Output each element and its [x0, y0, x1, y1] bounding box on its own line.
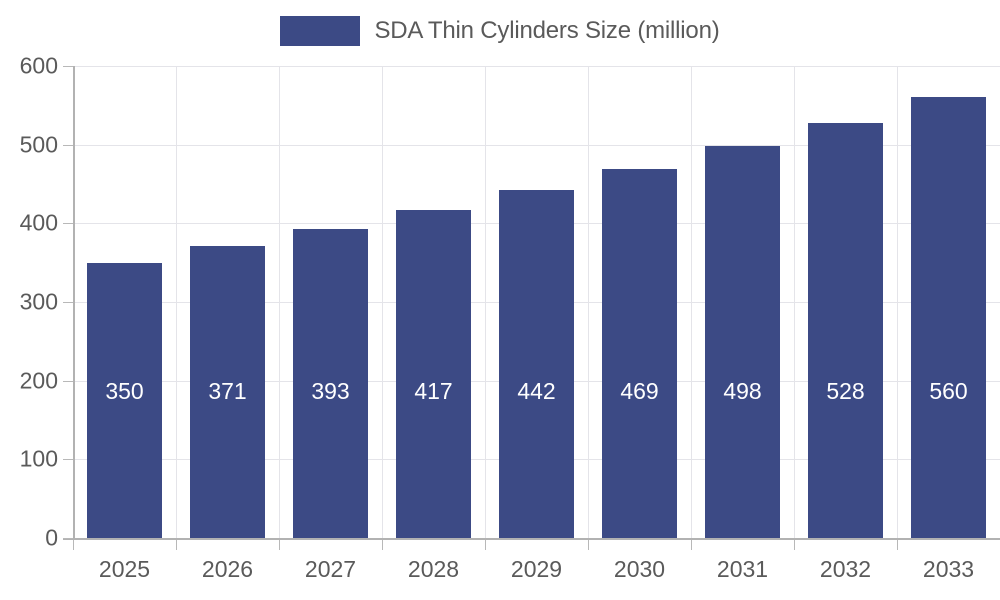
- x-axis-tick-mark: [176, 540, 177, 550]
- y-axis-tick-mark: [63, 66, 73, 67]
- bar-value-label: 350: [105, 378, 144, 404]
- bar-value-label: 417: [414, 378, 453, 404]
- gridline-vertical: [794, 66, 795, 538]
- x-axis-tick-mark: [897, 540, 898, 550]
- bar-value-label: 371: [208, 378, 247, 404]
- bar-2028[interactable]: 417: [396, 209, 471, 538]
- legend-color-swatch-icon: [280, 16, 361, 46]
- y-axis-tick-mark: [63, 380, 73, 382]
- x-axis-tick-label: 2025: [98, 556, 151, 582]
- bar-2025[interactable]: 350: [87, 262, 162, 538]
- y-axis-tick-mark: [63, 538, 73, 539]
- y-axis-tick-label: 600: [19, 52, 58, 79]
- bar-value-label: 393: [311, 378, 350, 404]
- y-axis-tick-mark: [63, 223, 73, 225]
- x-axis-tick-label: 2028: [407, 556, 460, 582]
- gridline-vertical: [897, 66, 898, 538]
- bar-2032[interactable]: 528: [808, 122, 883, 538]
- gridline-horizontal: [73, 66, 1000, 67]
- x-axis-tick-mark: [73, 540, 74, 550]
- y-axis-tick-mark: [63, 459, 73, 461]
- legend-item-sda-thin-cylinders[interactable]: SDA Thin Cylinders Size (million): [280, 16, 720, 46]
- gridline-vertical: [485, 66, 486, 538]
- y-axis-tick-label: 400: [19, 209, 58, 236]
- gridline-vertical: [176, 66, 177, 538]
- gridline-vertical: [382, 66, 383, 538]
- bar-2027[interactable]: 393: [293, 228, 368, 538]
- bar-2033[interactable]: 560: [911, 97, 986, 538]
- gridline-vertical: [691, 66, 692, 538]
- x-axis-tick-mark: [485, 540, 486, 550]
- bar-2029[interactable]: 442: [499, 190, 574, 538]
- y-axis-tick-label: 100: [19, 445, 58, 472]
- y-axis-line: [73, 66, 75, 539]
- gridline-horizontal: [73, 144, 1000, 146]
- plot-area: 350 371 393 417 442 469 498 528 560: [73, 66, 1000, 539]
- gridline-vertical: [279, 66, 280, 538]
- bar-value-label: 469: [620, 378, 659, 404]
- chart-legend: SDA Thin Cylinders Size (million): [0, 0, 1000, 62]
- bar-2030[interactable]: 469: [602, 169, 677, 538]
- bar-2026[interactable]: 371: [190, 246, 265, 538]
- x-axis-tick-mark: [691, 540, 692, 550]
- x-axis-tick-label: 2026: [201, 556, 254, 582]
- x-axis-line: [63, 538, 1000, 540]
- legend-item-label: SDA Thin Cylinders Size (million): [374, 17, 720, 44]
- x-axis-tick-label: 2033: [922, 556, 975, 582]
- x-axis-tick-label: 2032: [819, 556, 872, 582]
- bar-2031[interactable]: 498: [705, 146, 780, 538]
- bar-value-label: 442: [517, 378, 556, 404]
- y-axis-tick-label: 200: [19, 367, 58, 394]
- x-axis-tick-label: 2027: [304, 556, 357, 582]
- gridline-vertical: [588, 66, 589, 538]
- x-axis-tick-label: 2031: [716, 556, 769, 582]
- x-axis-tick-label: 2029: [510, 556, 563, 582]
- x-axis-tick-mark: [794, 540, 795, 550]
- y-axis-tick-label: 500: [19, 131, 58, 158]
- y-axis-tick-mark: [63, 302, 73, 303]
- x-axis-tick-label: 2030: [613, 556, 666, 582]
- y-axis-tick-mark: [63, 144, 73, 146]
- bar-value-label: 528: [826, 378, 865, 404]
- x-axis-tick-mark: [382, 540, 383, 550]
- x-axis-tick-mark: [588, 540, 589, 550]
- x-axis-tick-mark: [279, 540, 280, 550]
- bar-value-label: 560: [929, 378, 968, 404]
- bar-value-label: 498: [723, 378, 762, 404]
- y-axis-tick-label: 0: [45, 524, 58, 551]
- y-axis-tick-label: 300: [19, 288, 58, 315]
